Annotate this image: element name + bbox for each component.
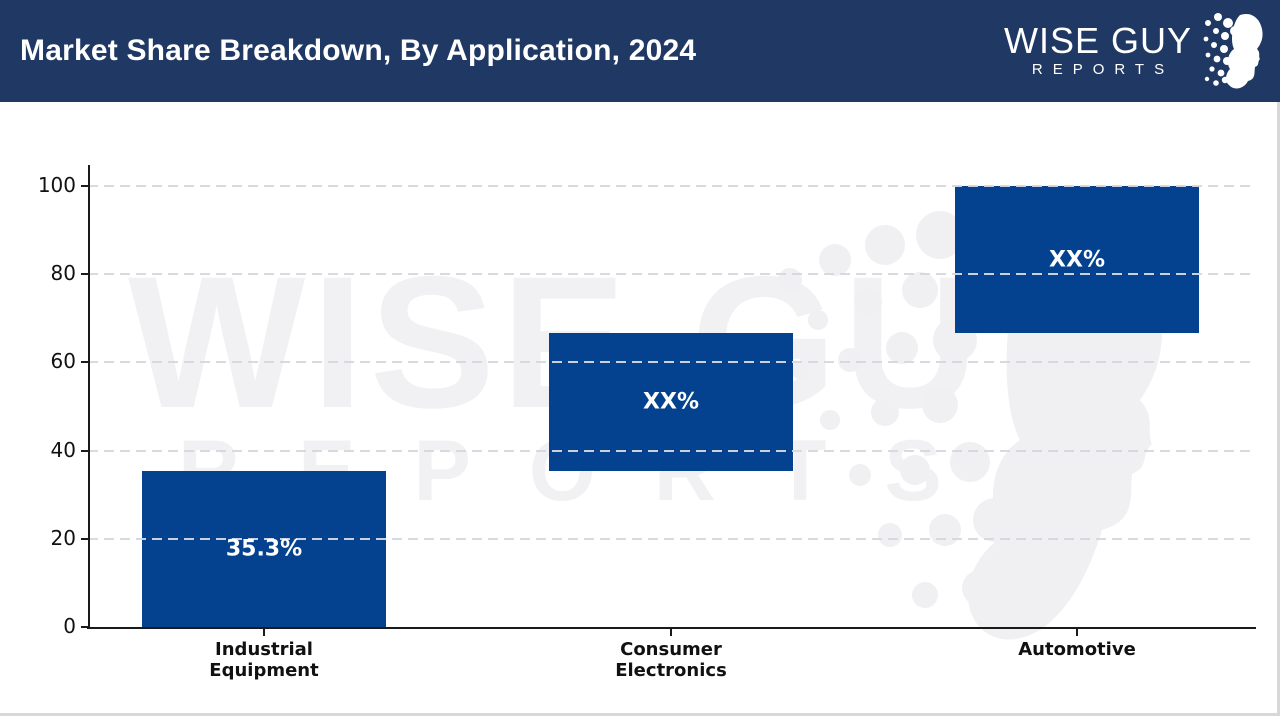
bar-consumer-electronics bbox=[549, 332, 793, 472]
y-tick-40 bbox=[81, 449, 88, 452]
bar-value-label-industrial-equipment: 35.3% bbox=[225, 536, 303, 562]
x-tick-industrial-equipment bbox=[263, 629, 265, 636]
logo-brand-subtitle: REPORTS bbox=[1031, 61, 1175, 78]
gridline-40 bbox=[88, 449, 1255, 452]
y-axis-spine bbox=[88, 165, 90, 629]
x-tick-label-consumer-electronics: Consumer Electronics bbox=[615, 639, 727, 681]
y-tick-100 bbox=[81, 185, 88, 188]
y-tick-label-100: 100 bbox=[37, 173, 76, 198]
y-tick-0 bbox=[81, 626, 88, 628]
y-tick-label-80: 80 bbox=[50, 261, 76, 286]
gridline-100 bbox=[88, 185, 1255, 188]
watermark-text-line1: WISE GUY bbox=[128, 237, 1117, 447]
y-tick-80 bbox=[81, 273, 88, 276]
chart-title: Market Share Breakdown, By Application, … bbox=[20, 34, 697, 67]
x-tick-automotive bbox=[1076, 629, 1078, 636]
y-tick-label-40: 40 bbox=[50, 437, 76, 462]
bar-automotive bbox=[955, 186, 1199, 333]
wise-guy-logo: WISE GUY REPORTS bbox=[1004, 9, 1266, 93]
x-tick-label-automotive: Automotive bbox=[1018, 639, 1136, 660]
bar-value-label-automotive: XX% bbox=[1049, 247, 1105, 273]
y-tick-20 bbox=[81, 537, 88, 540]
bottom-border-line bbox=[0, 713, 1280, 716]
y-tick-60 bbox=[81, 361, 88, 364]
bar-industrial-equipment bbox=[142, 471, 386, 627]
y-tick-label-20: 20 bbox=[50, 525, 76, 550]
wise-guy-logo-text: WISE GUY REPORTS bbox=[1004, 23, 1192, 79]
gridline-60 bbox=[88, 361, 1255, 364]
wise-guy-head-icon bbox=[1203, 13, 1263, 89]
header-bar: Market Share Breakdown, By Application, … bbox=[0, 0, 1280, 102]
y-tick-label-0: 0 bbox=[63, 614, 76, 638]
watermark-text-line2: REPORTS bbox=[178, 423, 1000, 519]
bar-value-label-consumer-electronics: XX% bbox=[643, 389, 699, 415]
x-axis-spine bbox=[87, 627, 1256, 629]
logo-brand-name: WISE GUY bbox=[1003, 20, 1192, 61]
x-tick-consumer-electronics bbox=[670, 629, 672, 636]
watermark-head-icon bbox=[778, 205, 1163, 640]
gridline-20 bbox=[88, 537, 1255, 540]
y-tick-label-60: 60 bbox=[50, 349, 76, 374]
right-border-line bbox=[1277, 102, 1280, 716]
x-tick-label-industrial-equipment: Industrial Equipment bbox=[209, 639, 319, 681]
gridline-80 bbox=[88, 273, 1255, 276]
